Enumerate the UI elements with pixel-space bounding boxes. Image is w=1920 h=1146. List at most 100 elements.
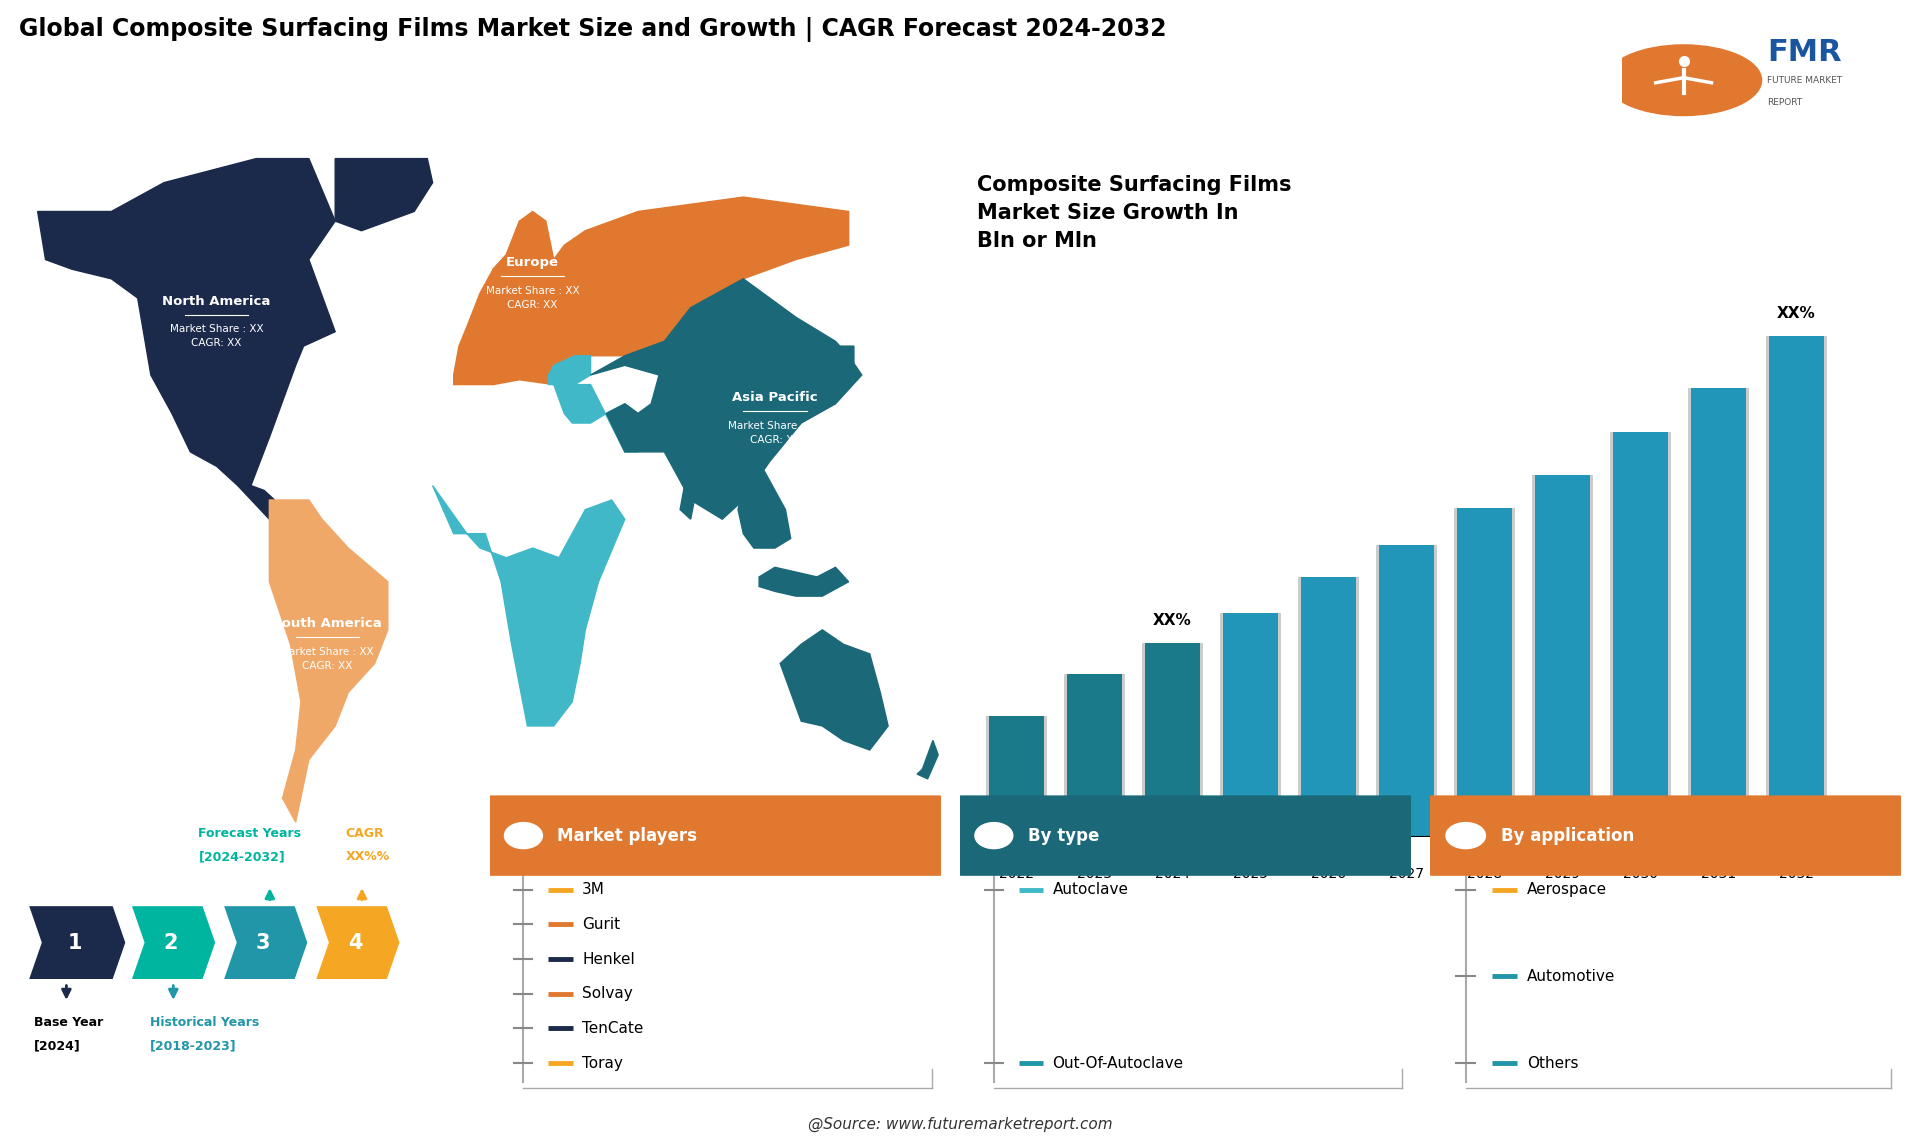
Circle shape	[505, 823, 541, 848]
Bar	[1532, 474, 1594, 837]
Bar	[1766, 336, 1826, 837]
Text: 2023: 2023	[1077, 866, 1112, 880]
Polygon shape	[918, 740, 939, 779]
Polygon shape	[591, 278, 862, 519]
Text: Solvay: Solvay	[582, 987, 634, 1002]
Polygon shape	[758, 567, 849, 596]
Text: Market players: Market players	[557, 826, 697, 845]
Polygon shape	[780, 630, 889, 749]
Text: Gurit: Gurit	[582, 917, 620, 932]
Text: [2024-2032]: [2024-2032]	[198, 850, 286, 863]
Text: Toray: Toray	[582, 1055, 622, 1070]
Text: Asia Pacific: Asia Pacific	[732, 391, 818, 403]
Text: Out-Of-Autoclave: Out-Of-Autoclave	[1052, 1055, 1183, 1070]
Polygon shape	[737, 462, 791, 548]
Text: Automotive: Automotive	[1526, 968, 1615, 984]
Polygon shape	[315, 905, 401, 980]
Polygon shape	[29, 905, 127, 980]
Bar	[1377, 544, 1436, 837]
Text: Market Share : XX
CAGR: XX: Market Share : XX CAGR: XX	[280, 646, 374, 670]
Bar	[1223, 613, 1277, 837]
Text: 2: 2	[163, 933, 179, 952]
Polygon shape	[269, 500, 388, 822]
Text: CAGR: CAGR	[346, 827, 384, 840]
Bar	[1457, 509, 1511, 837]
FancyBboxPatch shape	[1421, 795, 1910, 876]
Text: 2032: 2032	[1780, 866, 1814, 880]
Text: REPORT: REPORT	[1766, 99, 1803, 108]
Polygon shape	[432, 486, 624, 725]
Text: North America: North America	[163, 295, 271, 307]
Text: Market Share : XX
CAGR: XX: Market Share : XX CAGR: XX	[486, 286, 580, 311]
Polygon shape	[223, 905, 309, 980]
FancyBboxPatch shape	[950, 795, 1421, 876]
Text: XX%: XX%	[1778, 306, 1816, 321]
Bar	[989, 716, 1044, 837]
Text: 2027: 2027	[1388, 866, 1425, 880]
Text: 4: 4	[348, 933, 363, 952]
Bar	[1768, 336, 1824, 837]
Text: Composite Surfacing Films
Market Size Growth In
Bln or Mln: Composite Surfacing Films Market Size Gr…	[977, 175, 1292, 251]
Bar	[1688, 387, 1749, 837]
Bar	[1064, 674, 1125, 837]
Text: [2024]: [2024]	[35, 1039, 81, 1052]
Polygon shape	[822, 346, 854, 394]
Text: FMR: FMR	[1766, 38, 1841, 66]
Text: Others: Others	[1526, 1055, 1578, 1070]
Text: 2030: 2030	[1622, 866, 1657, 880]
Polygon shape	[553, 197, 849, 355]
Polygon shape	[38, 158, 336, 486]
Circle shape	[1605, 45, 1763, 116]
Bar	[1536, 474, 1590, 837]
Bar	[1144, 644, 1200, 837]
Text: TenCate: TenCate	[582, 1021, 643, 1036]
Text: By type: By type	[1027, 826, 1098, 845]
Text: 1: 1	[67, 933, 83, 952]
FancyBboxPatch shape	[480, 795, 950, 876]
Text: Henkel: Henkel	[582, 951, 636, 966]
Text: 2025: 2025	[1233, 866, 1267, 880]
Text: Forecast Years: Forecast Years	[198, 827, 301, 840]
Polygon shape	[659, 375, 722, 519]
Text: 3M: 3M	[582, 882, 605, 897]
Bar	[1453, 509, 1515, 837]
Text: [2018-2023]: [2018-2023]	[150, 1039, 236, 1052]
Text: Base Year: Base Year	[35, 1017, 104, 1029]
Text: 3: 3	[255, 933, 271, 952]
Text: 2029: 2029	[1546, 866, 1580, 880]
Bar	[1298, 578, 1359, 837]
Polygon shape	[553, 385, 651, 452]
Text: Market Share : XX
CAGR: XX: Market Share : XX CAGR: XX	[507, 488, 601, 512]
Bar	[1068, 674, 1121, 837]
Bar	[1692, 387, 1745, 837]
Text: Europe: Europe	[507, 257, 559, 269]
Text: 2031: 2031	[1701, 866, 1736, 880]
Circle shape	[1446, 823, 1486, 848]
Bar	[1302, 578, 1356, 837]
Bar	[1613, 432, 1668, 837]
Text: 2028: 2028	[1467, 866, 1501, 880]
Polygon shape	[453, 221, 591, 385]
Bar	[1611, 432, 1670, 837]
Polygon shape	[238, 486, 282, 519]
Polygon shape	[549, 355, 591, 385]
Polygon shape	[493, 212, 553, 283]
Bar	[1379, 544, 1434, 837]
Text: Historical Years: Historical Years	[150, 1017, 259, 1029]
Text: @Source: www.futuremarketreport.com: @Source: www.futuremarketreport.com	[808, 1117, 1112, 1132]
Text: XX%: XX%	[1154, 613, 1192, 628]
Text: XX%%: XX%%	[346, 850, 390, 863]
Text: 2024: 2024	[1156, 866, 1190, 880]
Text: Market Share : XX
CAGR: XX: Market Share : XX CAGR: XX	[728, 421, 822, 445]
Text: South America: South America	[273, 617, 382, 630]
Bar	[1219, 613, 1281, 837]
Text: Aerospace: Aerospace	[1526, 882, 1607, 897]
Text: 2022: 2022	[998, 866, 1033, 880]
Bar	[987, 716, 1046, 837]
Polygon shape	[336, 158, 432, 230]
Circle shape	[975, 823, 1012, 848]
Text: Market Share : XX
CAGR: XX: Market Share : XX CAGR: XX	[169, 324, 263, 348]
Text: Autoclave: Autoclave	[1052, 882, 1129, 897]
Text: By application: By application	[1501, 826, 1634, 845]
Text: FUTURE MARKET: FUTURE MARKET	[1766, 76, 1843, 85]
